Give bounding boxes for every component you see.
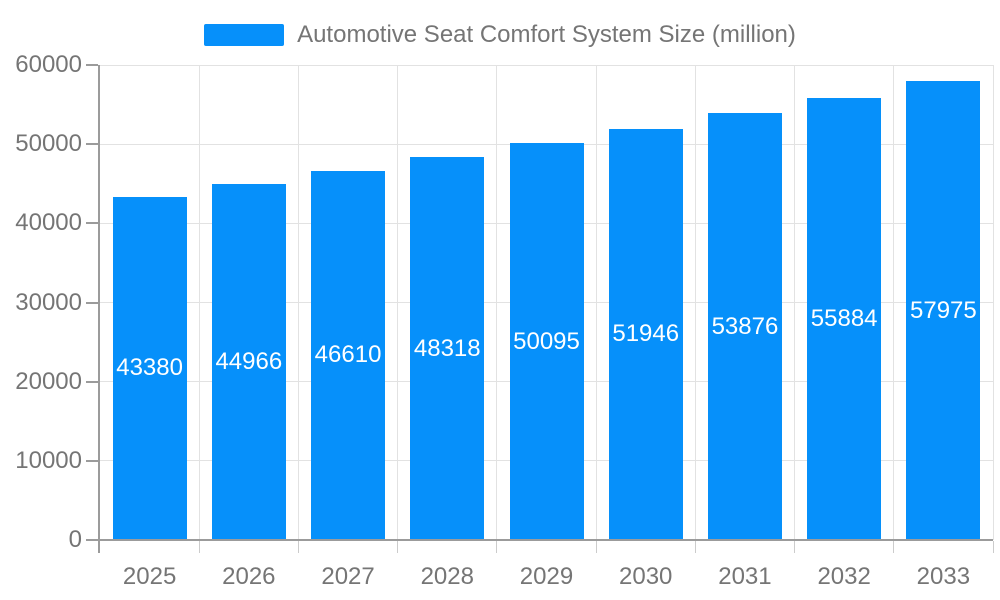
v-gridline [496, 65, 498, 540]
x-axis-line [98, 539, 993, 541]
bar-2033[interactable]: 57975 [906, 81, 981, 540]
x-tick [397, 541, 399, 553]
x-axis-label: 2032 [817, 563, 871, 590]
x-tick [992, 541, 994, 553]
x-tick [893, 541, 895, 553]
bar-2029[interactable]: 50095 [509, 143, 584, 540]
y-tick [86, 143, 98, 146]
x-axis-label: 2026 [222, 563, 276, 590]
v-gridline [595, 65, 597, 540]
v-gridline [397, 65, 399, 540]
x-axis-label: 2029 [519, 563, 574, 590]
y-axis-label: 30000 [15, 288, 82, 316]
legend[interactable]: Automotive Seat Comfort System Size (mil… [0, 21, 1000, 49]
h-gridline [100, 64, 993, 66]
y-axis-label: 0 [68, 526, 82, 553]
v-gridline [297, 65, 299, 540]
plot-area: 43380 44966 46610 48318 50095 51946 53876 55884… [100, 64, 994, 540]
x-axis-label: 2027 [321, 563, 375, 590]
y-tick [86, 380, 98, 383]
x-tick [297, 541, 299, 553]
bar-2028[interactable]: 48318 [410, 157, 485, 540]
y-tick [86, 301, 98, 304]
bar-value-label: 55884 [810, 304, 878, 332]
v-gridline [694, 65, 696, 540]
v-gridline [794, 65, 796, 540]
bar-2030[interactable]: 51946 [608, 128, 683, 540]
y-axis-label: 50000 [15, 130, 82, 158]
x-tick [496, 541, 498, 553]
bar-2031[interactable]: 53876 [707, 113, 782, 540]
y-axis-label: 40000 [15, 209, 82, 237]
v-gridline [893, 65, 895, 540]
x-tick [198, 541, 200, 553]
v-gridline [198, 65, 200, 540]
y-tick [86, 459, 98, 462]
x-tick [694, 541, 696, 553]
x-axis-label: 2028 [420, 563, 474, 590]
y-axis-label: 20000 [15, 367, 82, 395]
y-tick [86, 539, 98, 541]
y-tick [86, 222, 98, 225]
bar-value-label: 44966 [215, 348, 283, 375]
bar-value-label: 57975 [910, 296, 977, 324]
legend-swatch [204, 24, 285, 46]
bar-value-label: 50095 [513, 327, 580, 355]
bar-2027[interactable]: 46610 [311, 171, 386, 540]
y-axis-label: 10000 [15, 446, 82, 474]
x-axis-label: 2030 [619, 563, 673, 590]
y-tick [86, 64, 98, 66]
bar-2026[interactable]: 44966 [211, 184, 286, 540]
y-axis-label: 60000 [15, 51, 82, 78]
legend-label: Automotive Seat Comfort System Size (mil… [297, 21, 796, 48]
x-tick [595, 541, 597, 553]
bar-value-label: 46610 [314, 341, 382, 369]
x-axis-label: 2031 [718, 563, 772, 590]
bar-2025[interactable]: 43380 [112, 196, 187, 540]
x-axis-label: 2025 [122, 563, 177, 590]
bar-2032[interactable]: 55884 [807, 97, 882, 540]
bar-value-label: 51946 [612, 320, 680, 348]
y-axis-line [98, 65, 100, 553]
x-tick [794, 541, 796, 553]
bar-value-label: 43380 [116, 354, 183, 382]
bar-value-label: 48318 [413, 334, 481, 362]
bar-value-label: 53876 [711, 312, 779, 340]
v-gridline [992, 65, 994, 540]
x-axis-label: 2033 [916, 563, 971, 590]
